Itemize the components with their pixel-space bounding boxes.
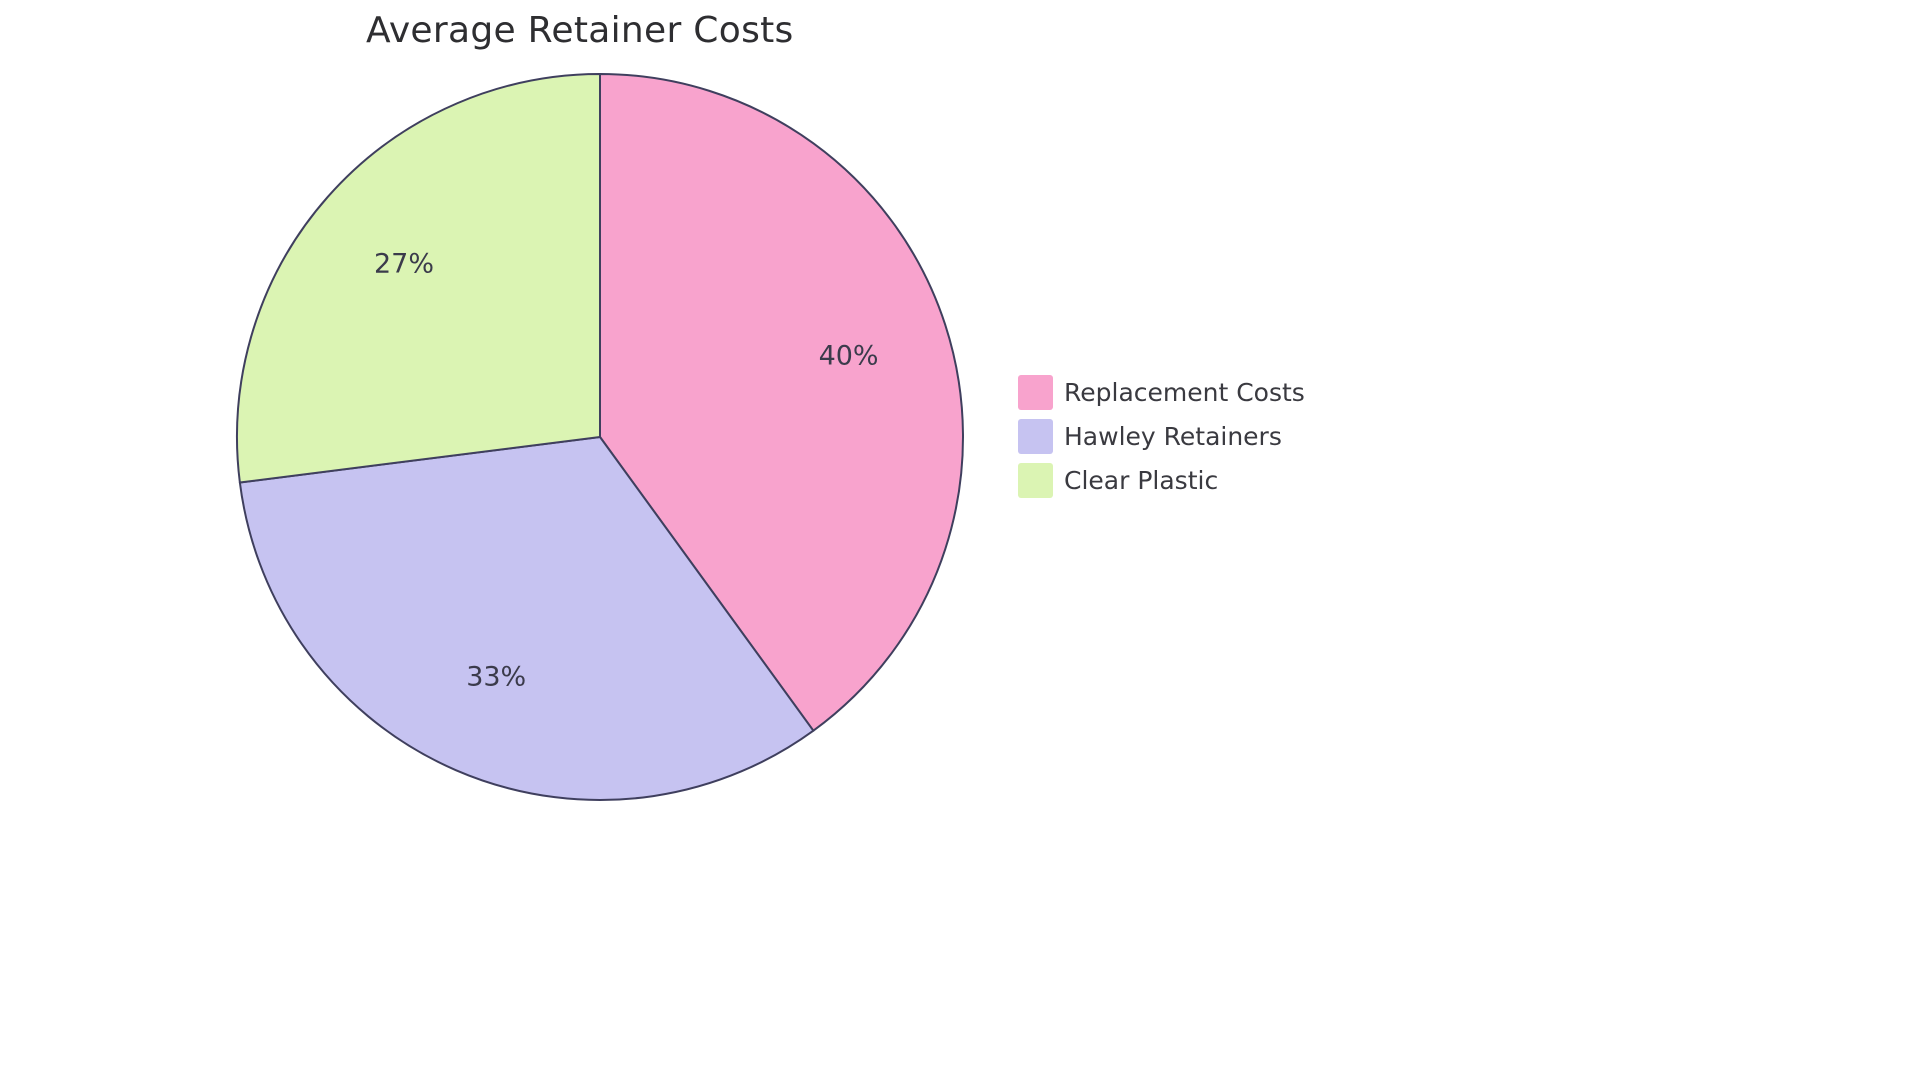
legend-label-2: Clear Plastic xyxy=(1064,465,1219,495)
legend-swatch-1 xyxy=(1018,418,1053,454)
pie-slice-label-2: 27% xyxy=(374,249,434,280)
legend-label-0: Replacement Costs xyxy=(1064,377,1305,407)
pie-slice-2 xyxy=(236,73,601,484)
legend-item-2: Clear Plastic xyxy=(1018,462,1305,498)
legend-item-0: Replacement Costs xyxy=(1018,374,1305,410)
legend: Replacement Costs Hawley Retainers Clear P… xyxy=(1018,374,1305,498)
legend-swatch-2 xyxy=(1018,462,1053,498)
pie-slice-0 xyxy=(599,73,964,732)
legend-label-1: Hawley Retainers xyxy=(1064,421,1282,451)
pie-chart: 40% 33% 27% xyxy=(236,73,964,801)
legend-item-1: Hawley Retainers xyxy=(1018,418,1305,454)
legend-swatch-0 xyxy=(1018,374,1053,410)
pie-slice-1 xyxy=(238,436,815,801)
pie-slice-label-1: 33% xyxy=(466,661,526,692)
pie-slice-label-0: 40% xyxy=(819,341,879,372)
chart-title: Average Retainer Costs xyxy=(366,10,794,51)
